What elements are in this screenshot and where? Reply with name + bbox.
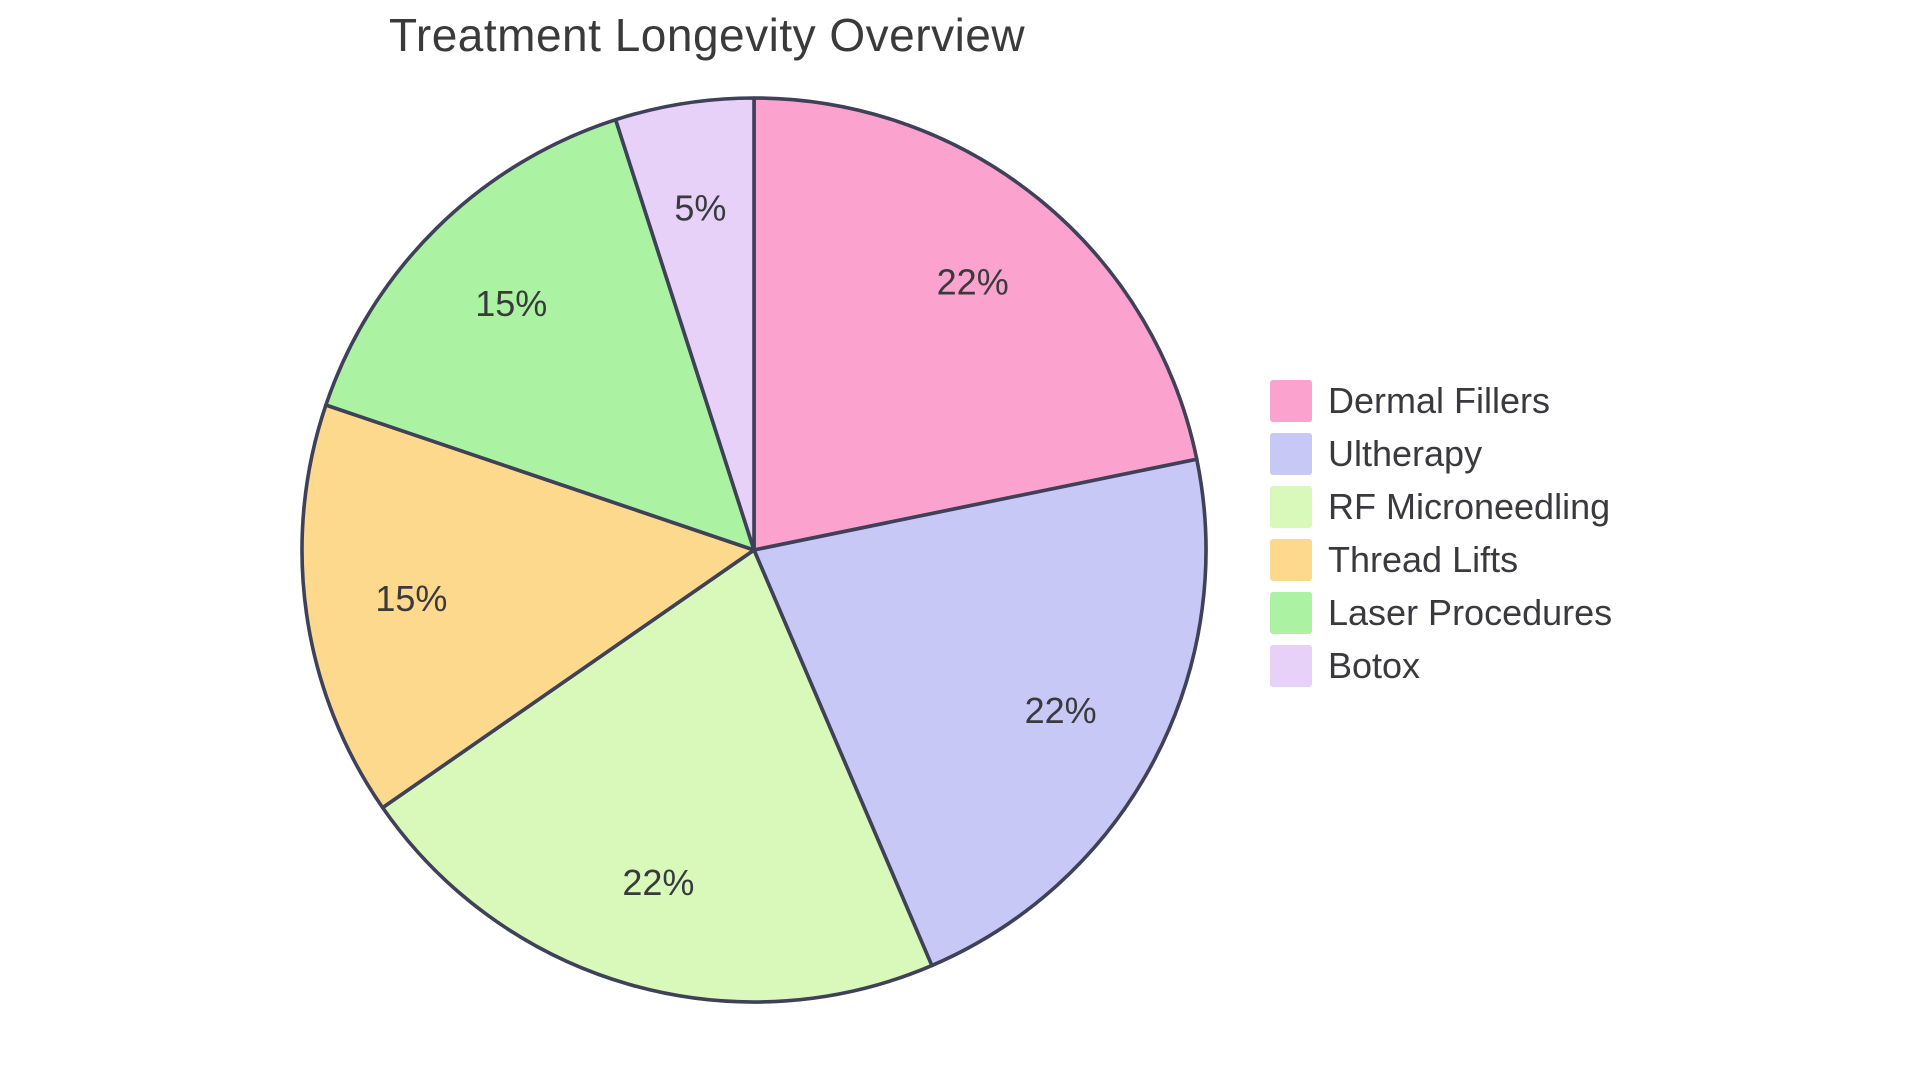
- legend-swatch-icon: [1270, 380, 1312, 422]
- legend-label: Thread Lifts: [1328, 539, 1519, 580]
- legend-swatch-icon: [1270, 592, 1312, 634]
- pie-slice-botox[interactable]: [613, 96, 756, 552]
- legend-label: Ultherapy: [1328, 433, 1483, 474]
- slice-percent-label-dermal-fillers: 22%: [937, 261, 1009, 302]
- slice-percent-label-rf-microneedling: 22%: [622, 862, 694, 903]
- slice-percent-label-thread-lifts: 15%: [375, 578, 447, 619]
- legend-label: Laser Procedures: [1328, 592, 1613, 633]
- legend-swatch-icon: [1270, 539, 1312, 581]
- slice-percent-label-botox: 5%: [674, 188, 726, 229]
- legend-swatch-icon: [1270, 486, 1312, 528]
- legend-item-laser-procedures[interactable]: Laser Procedures: [1270, 592, 1612, 634]
- legend-item-dermal-fillers[interactable]: Dermal Fillers: [1270, 380, 1612, 422]
- pie-slice-thread-lifts[interactable]: [300, 403, 756, 810]
- pie-slice-rf-microneedling[interactable]: [380, 548, 934, 1004]
- legend-swatch-icon: [1270, 645, 1312, 687]
- legend-label: Botox: [1328, 645, 1421, 686]
- legend-label: RF Microneedling: [1328, 486, 1611, 527]
- chart-title: Treatment Longevity Overview: [389, 9, 1026, 61]
- legend-swatch-icon: [1270, 433, 1312, 475]
- pie-slice-dermal-fillers[interactable]: [752, 96, 1199, 552]
- legend-item-ultherapy[interactable]: Ultherapy: [1270, 433, 1612, 475]
- slice-percent-label-ultherapy: 22%: [1025, 690, 1097, 731]
- legend-item-thread-lifts[interactable]: Thread Lifts: [1270, 539, 1612, 581]
- slice-percent-label-laser-procedures: 15%: [475, 283, 547, 324]
- legend: Dermal Fillers Ultherapy RF Microneedling T…: [1270, 380, 1612, 698]
- legend-item-rf-microneedling[interactable]: RF Microneedling: [1270, 486, 1612, 528]
- pie-slice-laser-procedures[interactable]: [324, 117, 756, 552]
- pie-slice-ultherapy[interactable]: [752, 457, 1208, 968]
- legend-item-botox[interactable]: Botox: [1270, 645, 1612, 687]
- legend-label: Dermal Fillers: [1328, 380, 1551, 421]
